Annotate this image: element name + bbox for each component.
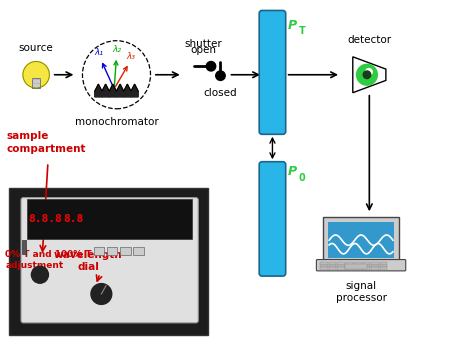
- FancyBboxPatch shape: [22, 240, 26, 254]
- Text: T: T: [299, 26, 306, 36]
- FancyBboxPatch shape: [346, 265, 353, 267]
- Circle shape: [363, 71, 371, 79]
- FancyBboxPatch shape: [259, 10, 286, 134]
- FancyBboxPatch shape: [380, 262, 387, 264]
- Text: 0% T and 100% T
adjustment: 0% T and 100% T adjustment: [5, 250, 92, 270]
- Text: shutter: shutter: [184, 39, 222, 49]
- Text: λ₁: λ₁: [95, 48, 104, 57]
- FancyBboxPatch shape: [345, 264, 367, 269]
- Text: closed: closed: [204, 88, 237, 98]
- Circle shape: [31, 266, 48, 283]
- FancyBboxPatch shape: [21, 198, 198, 323]
- FancyBboxPatch shape: [329, 262, 336, 264]
- Text: λ₂: λ₂: [112, 46, 121, 54]
- FancyBboxPatch shape: [355, 267, 362, 270]
- Text: e: e: [269, 107, 276, 117]
- Text: l: l: [271, 89, 274, 100]
- Text: 0: 0: [299, 173, 306, 183]
- FancyBboxPatch shape: [355, 262, 362, 264]
- FancyBboxPatch shape: [380, 265, 387, 267]
- Text: n: n: [269, 228, 276, 238]
- Circle shape: [206, 62, 216, 71]
- FancyBboxPatch shape: [329, 265, 336, 267]
- FancyBboxPatch shape: [259, 162, 286, 276]
- FancyBboxPatch shape: [372, 265, 379, 267]
- FancyBboxPatch shape: [320, 262, 328, 264]
- FancyBboxPatch shape: [323, 218, 399, 263]
- Circle shape: [216, 71, 225, 80]
- FancyBboxPatch shape: [32, 78, 40, 88]
- Text: p: p: [269, 72, 276, 82]
- FancyBboxPatch shape: [372, 262, 379, 264]
- Text: signal
processor: signal processor: [336, 281, 387, 303]
- Polygon shape: [117, 84, 124, 97]
- Text: open: open: [190, 45, 216, 55]
- FancyBboxPatch shape: [27, 199, 192, 239]
- Circle shape: [91, 284, 112, 304]
- FancyBboxPatch shape: [134, 247, 144, 255]
- FancyBboxPatch shape: [363, 262, 370, 264]
- Circle shape: [356, 64, 377, 85]
- Polygon shape: [95, 84, 102, 97]
- Text: s: s: [270, 20, 275, 30]
- Text: k: k: [269, 247, 276, 258]
- Text: P: P: [288, 165, 297, 178]
- FancyBboxPatch shape: [363, 265, 370, 267]
- FancyBboxPatch shape: [320, 265, 328, 267]
- FancyBboxPatch shape: [328, 222, 394, 258]
- FancyBboxPatch shape: [380, 267, 387, 270]
- FancyBboxPatch shape: [337, 265, 345, 267]
- Polygon shape: [131, 84, 138, 97]
- Text: P: P: [288, 19, 297, 32]
- Text: 8.8: 8.8: [63, 214, 83, 224]
- Text: a: a: [269, 209, 276, 219]
- Polygon shape: [109, 84, 117, 97]
- Text: 8.8.8: 8.8.8: [28, 214, 62, 224]
- Polygon shape: [102, 84, 109, 97]
- FancyBboxPatch shape: [346, 262, 353, 264]
- Text: source: source: [19, 42, 54, 53]
- Circle shape: [82, 41, 151, 109]
- Text: l: l: [271, 189, 274, 199]
- Text: m: m: [267, 55, 277, 65]
- FancyBboxPatch shape: [107, 247, 118, 255]
- Circle shape: [365, 69, 372, 75]
- Circle shape: [23, 62, 49, 88]
- Text: λ₃: λ₃: [127, 52, 136, 61]
- Polygon shape: [124, 84, 131, 97]
- FancyBboxPatch shape: [363, 267, 370, 270]
- Text: sample
compartment: sample compartment: [6, 132, 86, 154]
- FancyBboxPatch shape: [320, 267, 328, 270]
- FancyBboxPatch shape: [317, 260, 406, 271]
- FancyBboxPatch shape: [337, 262, 345, 264]
- FancyBboxPatch shape: [329, 267, 336, 270]
- Text: b: b: [269, 170, 276, 180]
- FancyBboxPatch shape: [372, 267, 379, 270]
- FancyBboxPatch shape: [337, 267, 345, 270]
- FancyBboxPatch shape: [355, 265, 362, 267]
- Text: detector: detector: [347, 35, 392, 46]
- Text: monochromator: monochromator: [74, 117, 158, 127]
- FancyBboxPatch shape: [120, 247, 131, 255]
- FancyBboxPatch shape: [94, 247, 104, 255]
- Text: wavelength
dial: wavelength dial: [54, 250, 122, 272]
- FancyBboxPatch shape: [346, 267, 353, 270]
- Text: a: a: [269, 38, 276, 47]
- FancyBboxPatch shape: [9, 188, 208, 335]
